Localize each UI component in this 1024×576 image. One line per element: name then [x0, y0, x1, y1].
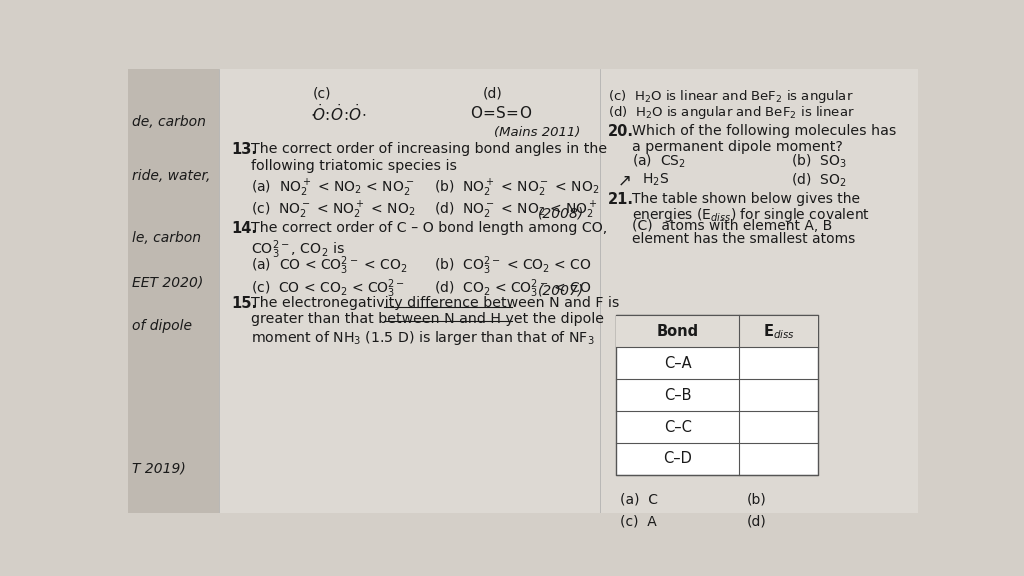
Text: E$_{diss}$: E$_{diss}$ [763, 322, 795, 340]
Text: (b)  NO$_2^+$ < NO$_2^-$ < NO$_2$: (b) NO$_2^+$ < NO$_2^-$ < NO$_2$ [433, 178, 599, 199]
Text: 20.: 20. [608, 124, 634, 139]
Text: H$_2$S: H$_2$S [642, 172, 670, 188]
Bar [128, 69, 219, 513]
Text: (d)  H$_2$O is angular and BeF$_2$ is linear: (d) H$_2$O is angular and BeF$_2$ is lin… [608, 104, 855, 121]
Text: (a)  NO$_2^+$ < NO$_2$ < NO$_2^-$: (a) NO$_2^+$ < NO$_2$ < NO$_2^-$ [251, 178, 415, 199]
Text: Which of the following molecules has
a permanent dipole moment?: Which of the following molecules has a p… [632, 124, 896, 154]
Text: $\cdot\!\dot{O}\!:\!\dot{O}\!:\!\dot{O}\!\cdot$: $\cdot\!\dot{O}\!:\!\dot{O}\!:\!\dot{O}\… [310, 103, 367, 124]
Text: 13.: 13. [231, 142, 257, 157]
Text: 14.: 14. [231, 221, 257, 236]
Text: C–A: C–A [664, 355, 691, 371]
Text: (a)  C: (a) C [620, 492, 658, 507]
Text: (d): (d) [748, 515, 767, 529]
Text: of dipole: of dipole [132, 319, 191, 334]
Text: (2008): (2008) [538, 207, 585, 221]
Text: de, carbon: de, carbon [132, 115, 206, 130]
Text: (c)  NO$_2^-$ < NO$_2^+$ < NO$_2$: (c) NO$_2^-$ < NO$_2^+$ < NO$_2$ [251, 200, 416, 221]
Bar [616, 315, 818, 347]
Text: EET 2020): EET 2020) [132, 275, 203, 289]
Text: C–B: C–B [664, 388, 691, 403]
Text: energies (E$_{diss}$) for single covalent: energies (E$_{diss}$) for single covalen… [632, 206, 870, 223]
Text: element has the smallest atoms: element has the smallest atoms [632, 232, 855, 247]
Bar [219, 69, 918, 513]
Text: The correct order of increasing bond angles in the
following triatomic species i: The correct order of increasing bond ang… [251, 142, 607, 172]
Text: $\nearrow$: $\nearrow$ [614, 172, 632, 190]
Text: le, carbon: le, carbon [132, 230, 201, 245]
Text: (Mains 2011): (Mains 2011) [494, 126, 581, 139]
Text: ride, water,: ride, water, [132, 169, 210, 183]
Text: (b)  CO$_3^{2-}$ < CO$_2$ < CO: (b) CO$_3^{2-}$ < CO$_2$ < CO [433, 255, 591, 277]
Text: (d)  CO$_2$ < CO$_3^{2-}$ < CO: (d) CO$_2$ < CO$_3^{2-}$ < CO [433, 278, 591, 300]
Text: (c)  CO < CO$_2$ < CO$_3^{2-}$: (c) CO < CO$_2$ < CO$_3^{2-}$ [251, 278, 406, 300]
Text: Bond: Bond [656, 324, 698, 339]
Text: The correct order of C – O bond length among CO,
CO$_3^{2-}$, CO$_2$ is: The correct order of C – O bond length a… [251, 221, 607, 260]
Text: (2007): (2007) [538, 284, 585, 298]
Text: O$\!=\!$S$\!=\!$O: O$\!=\!$S$\!=\!$O [470, 105, 532, 122]
Text: T 2019): T 2019) [132, 461, 185, 475]
Text: (b): (b) [748, 492, 767, 507]
Text: (c)  A: (c) A [620, 515, 656, 529]
Text: C–C: C–C [664, 419, 691, 434]
Text: 15.: 15. [231, 296, 257, 311]
Text: (c): (c) [313, 87, 332, 101]
Text: 21.: 21. [608, 192, 634, 207]
Text: (a)  CS$_2$: (a) CS$_2$ [632, 153, 686, 170]
Text: (b)  SO$_3$: (b) SO$_3$ [791, 153, 847, 170]
Text: (d)  NO$_2^-$ < NO$_2$ < NO$_2^+$: (d) NO$_2^-$ < NO$_2$ < NO$_2^+$ [433, 200, 597, 221]
Text: (d): (d) [483, 87, 503, 101]
Text: The table shown below gives the: The table shown below gives the [632, 192, 860, 206]
Text: C–D: C–D [664, 452, 692, 467]
Text: The electronegativity difference between N and F is
greater than that between N : The electronegativity difference between… [251, 296, 620, 347]
Text: (c)  H$_2$O is linear and BeF$_2$ is angular: (c) H$_2$O is linear and BeF$_2$ is angu… [608, 88, 854, 105]
Text: (C)  atoms with element A, B: (C) atoms with element A, B [632, 219, 833, 233]
Text: (d)  SO$_2$: (d) SO$_2$ [791, 172, 846, 190]
Text: (a)  CO < CO$_3^{2-}$ < CO$_2$: (a) CO < CO$_3^{2-}$ < CO$_2$ [251, 255, 408, 277]
Bar [616, 315, 818, 475]
